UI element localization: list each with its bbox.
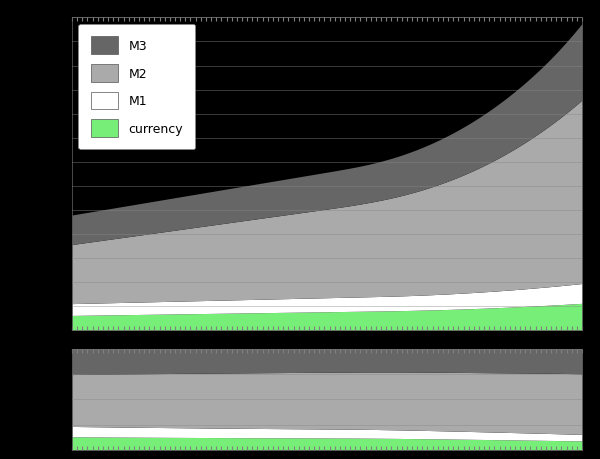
Legend: M3, M2, M1, currency: M3, M2, M1, currency [78, 25, 196, 150]
